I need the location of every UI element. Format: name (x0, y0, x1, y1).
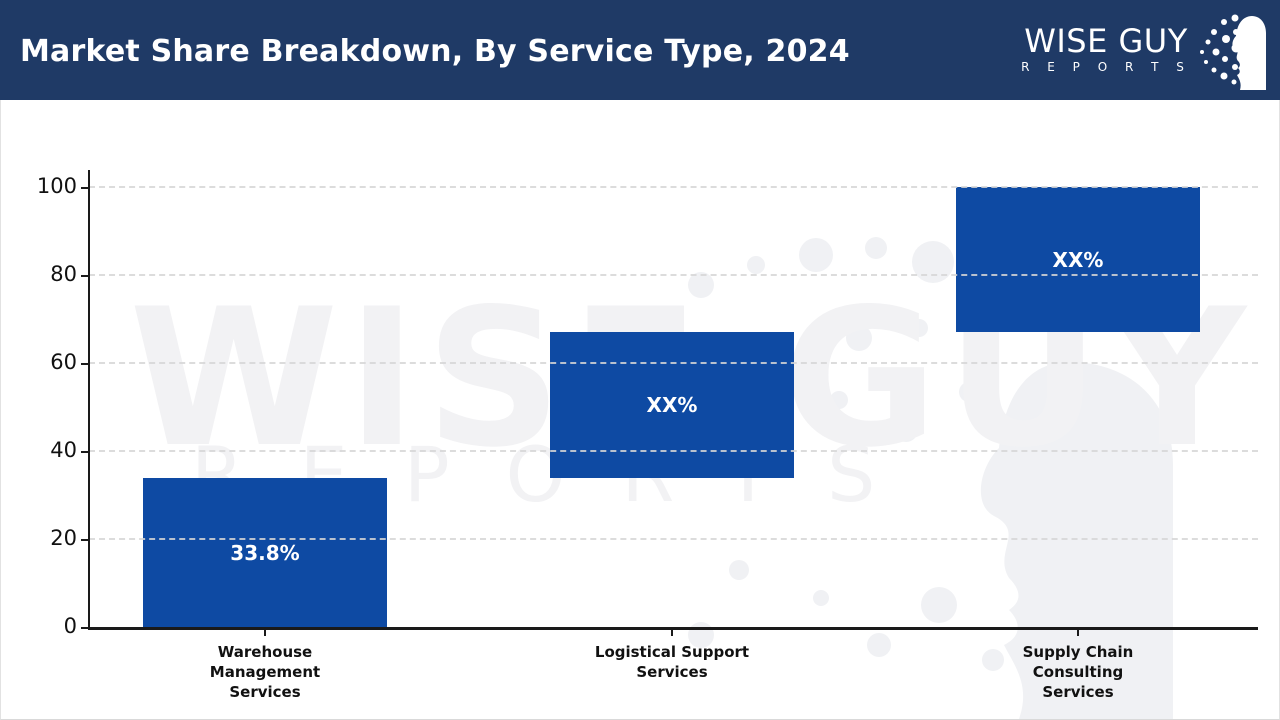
face-dots-icon (1200, 14, 1266, 90)
bar-value-label: XX% (1052, 247, 1104, 272)
header-bar: Market Share Breakdown, By Service Type,… (0, 0, 1280, 100)
y-axis-line (88, 170, 90, 630)
gridline (89, 274, 1258, 276)
gridline (89, 450, 1258, 452)
y-tick (81, 363, 89, 365)
category-label-line: Consulting (1032, 663, 1124, 681)
category-label-line: Management (209, 663, 321, 681)
category-label-line: Services (636, 663, 708, 681)
y-tick (81, 539, 89, 541)
gridline (89, 362, 1258, 364)
page-title: Market Share Breakdown, By Service Type,… (20, 34, 850, 69)
y-tick (81, 627, 89, 629)
logo-name: WISE GUY (1024, 22, 1188, 60)
x-axis-line (88, 627, 1258, 630)
category-label-line: Warehouse (217, 643, 313, 661)
y-tick-label: 60 (50, 350, 77, 374)
y-tick-label: 40 (50, 438, 77, 462)
y-tick-label: 0 (63, 614, 77, 638)
bar-segment: XX% (956, 187, 1200, 333)
plot: 33.8% XX% XX% 0 20 40 60 80 100 Warehouse Manageme… (1, 100, 1279, 719)
logo-text: WISE GUY R E P O R T S (1016, 24, 1196, 74)
y-tick (81, 187, 89, 189)
bar-segment: XX% (550, 332, 794, 479)
y-tick-label: 80 (50, 262, 77, 286)
y-tick-label: 20 (50, 526, 77, 550)
y-tick (81, 451, 89, 453)
bar-segment: 33.8% (143, 478, 387, 627)
category-label: Logistical Support Services (512, 642, 832, 682)
x-tick (264, 627, 266, 636)
y-tick (81, 275, 89, 277)
category-label-line: Supply Chain (1022, 643, 1134, 661)
category-label: Supply Chain Consulting Services (918, 642, 1238, 702)
gridline (89, 186, 1258, 188)
category-label-line: Logistical Support (594, 643, 750, 661)
category-label-line: Services (229, 683, 301, 701)
bar-value-label: 33.8% (230, 540, 300, 565)
bar-value-label: XX% (646, 393, 698, 418)
logo-subtitle: R E P O R T S (1021, 60, 1191, 74)
category-label: Warehouse Management Services (105, 642, 425, 702)
y-tick-label: 100 (36, 174, 77, 198)
x-tick (671, 627, 673, 636)
category-label-line: Services (1042, 683, 1114, 701)
wise-guy-logo: WISE GUY R E P O R T S (1016, 10, 1266, 90)
gridline (89, 538, 1258, 540)
